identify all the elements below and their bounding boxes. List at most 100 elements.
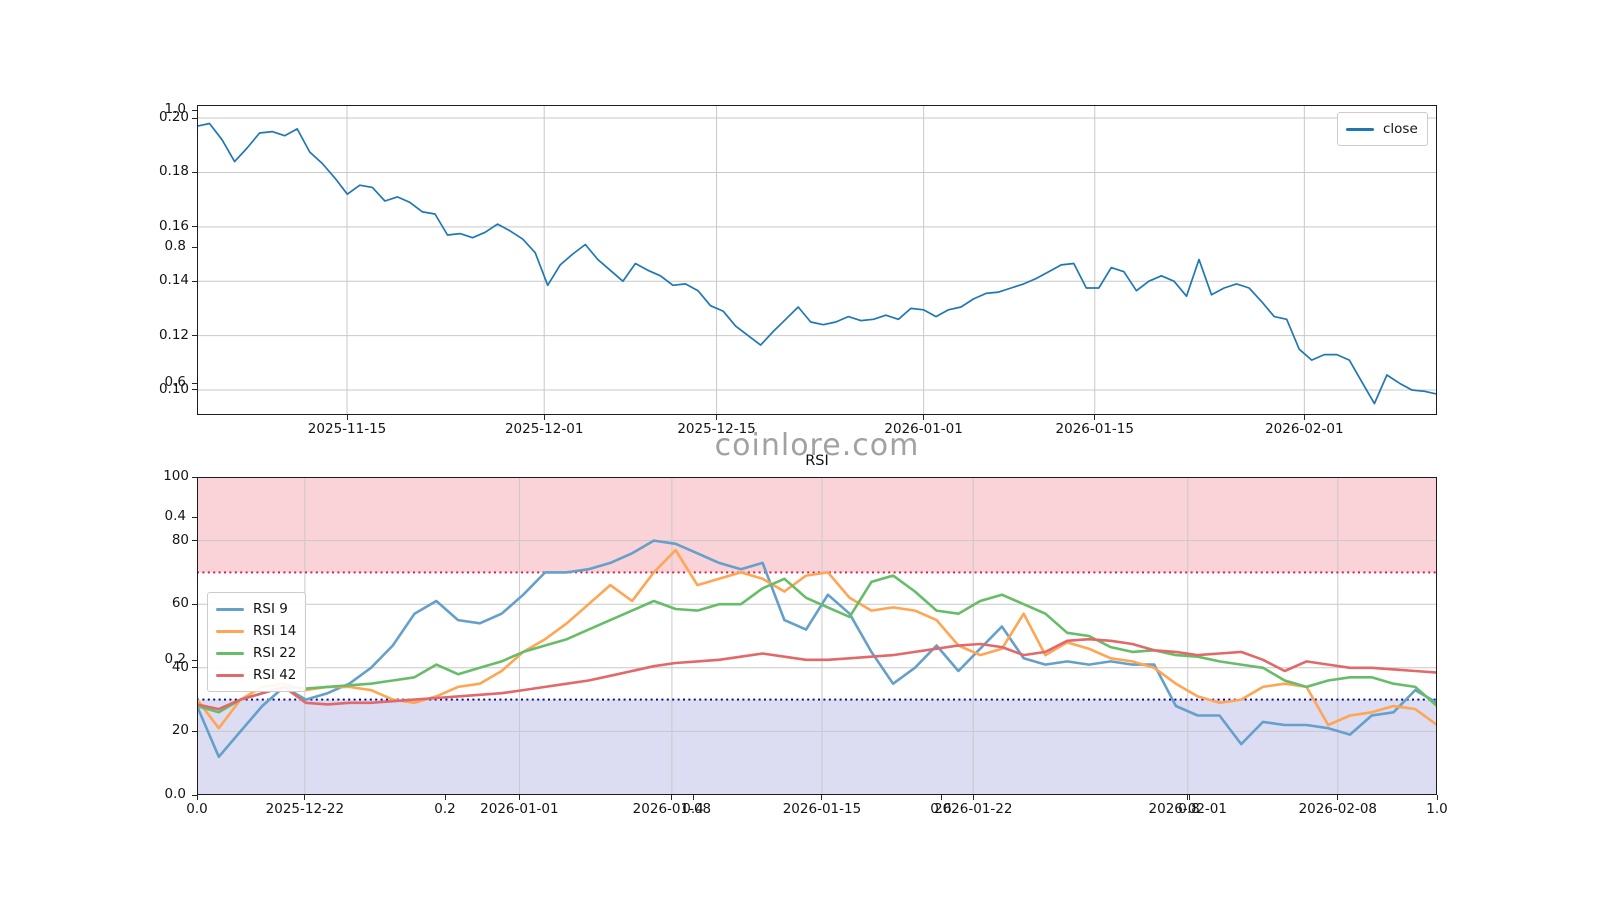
series-line-rsi-22 bbox=[197, 574, 1437, 714]
x-tick-mark bbox=[196, 795, 198, 800]
x-tick-mark bbox=[1094, 415, 1096, 420]
y-tick-mark bbox=[192, 382, 197, 384]
legend-label-close: close bbox=[1383, 121, 1418, 137]
x-tick-mark bbox=[940, 795, 942, 800]
x-tick-label: 2026-02-01 bbox=[1265, 421, 1344, 437]
x-tick-mark bbox=[1337, 795, 1339, 800]
y-tick-mark bbox=[192, 109, 197, 111]
y-tick-mark bbox=[192, 335, 197, 337]
x-tick-mark bbox=[972, 795, 974, 800]
legend-label-rsi-14: RSI 14 bbox=[253, 623, 297, 639]
close-line-sample-icon bbox=[1346, 127, 1374, 131]
x-tick-label: 0.8 bbox=[1178, 801, 1200, 817]
x-tick-mark bbox=[304, 795, 306, 800]
series-line-rsi-42 bbox=[197, 637, 1437, 711]
x-tick-label: 2026-01-01 bbox=[480, 801, 559, 817]
x-tick-label: 2026-01-08 bbox=[632, 801, 712, 817]
x-tick-mark bbox=[518, 795, 520, 800]
x-tick-label: 0.4 bbox=[682, 801, 704, 817]
twin-y-tick-label: 0.8 bbox=[164, 238, 186, 254]
x-tick-mark bbox=[543, 415, 545, 420]
legend-label-rsi-42: RSI 42 bbox=[253, 667, 297, 683]
overbought-band bbox=[197, 477, 1437, 573]
twin-y-tick-label: 0.2 bbox=[164, 651, 186, 667]
twin-y-tick-label: 0.4 bbox=[164, 508, 186, 524]
y-tick-mark bbox=[192, 280, 197, 282]
x-tick-mark bbox=[821, 795, 823, 800]
x-tick-label: 2025-12-01 bbox=[504, 421, 584, 437]
x-tick-label: 2025-12-22 bbox=[265, 801, 345, 817]
panel-border bbox=[197, 477, 1437, 795]
y-tick-label: 0.16 bbox=[158, 217, 189, 234]
y-tick-mark bbox=[192, 171, 197, 173]
y-tick-label: 0.18 bbox=[158, 163, 189, 180]
watermark: coinlore.com bbox=[714, 428, 920, 463]
x-tick-label: 2026-01-15 bbox=[1055, 421, 1134, 437]
rsi-9-line-sample-icon bbox=[216, 607, 244, 611]
rsi-22-line-sample-icon bbox=[216, 651, 244, 655]
rsi-panel-title: RSI bbox=[805, 453, 829, 469]
x-tick-label: 0.2 bbox=[434, 801, 456, 817]
y-tick-mark bbox=[192, 667, 197, 669]
x-tick-mark bbox=[1303, 415, 1305, 420]
twin-y-tick-label: 0.0 bbox=[164, 786, 186, 802]
series-line-rsi-9 bbox=[197, 539, 1437, 759]
price-chart-canvas bbox=[197, 105, 1437, 415]
y-tick-label: 40 bbox=[171, 658, 189, 675]
x-tick-label: 2026-02-08 bbox=[1298, 801, 1378, 817]
oversold-band bbox=[197, 699, 1437, 795]
series-line-close bbox=[197, 122, 1437, 405]
y-tick-mark bbox=[192, 730, 197, 732]
x-tick-label: 2026-01-01 bbox=[884, 421, 963, 437]
x-tick-mark bbox=[1436, 795, 1438, 800]
legend-item-rsi-42: RSI 42 bbox=[216, 664, 296, 686]
y-tick-label: 60 bbox=[171, 595, 189, 612]
y-tick-label: 0.14 bbox=[158, 272, 189, 289]
legend-rsi: RSI 9 RSI 14 RSI 22 RSI 42 bbox=[207, 592, 307, 692]
legend-item-rsi-22: RSI 22 bbox=[216, 642, 296, 664]
rsi-chart-canvas bbox=[197, 477, 1437, 795]
legend-item-rsi-9: RSI 9 bbox=[216, 598, 296, 620]
y-tick-label: 20 bbox=[171, 722, 189, 739]
y-tick-mark bbox=[192, 603, 197, 605]
y-tick-mark bbox=[192, 794, 197, 796]
y-tick-mark bbox=[192, 540, 197, 542]
y-tick-mark bbox=[192, 246, 197, 248]
x-tick-mark bbox=[923, 415, 925, 420]
x-tick-mark bbox=[671, 795, 673, 800]
x-tick-label: 2026-01-15 bbox=[782, 801, 862, 817]
x-tick-label: 1.0 bbox=[1426, 801, 1448, 817]
y-tick-label: 0.10 bbox=[158, 380, 189, 397]
legend-close: close bbox=[1337, 112, 1428, 146]
x-tick-label: 0.0 bbox=[186, 801, 208, 817]
rsi-14-line-sample-icon bbox=[216, 629, 244, 633]
x-tick-mark bbox=[346, 415, 348, 420]
twin-y-tick-label: 0.6 bbox=[164, 374, 186, 390]
x-tick-mark bbox=[716, 415, 718, 420]
y-tick-label: 80 bbox=[171, 531, 189, 548]
x-tick-label: 0.6 bbox=[930, 801, 952, 817]
y-tick-mark bbox=[192, 516, 197, 518]
twin-y-tick-label: 1.0 bbox=[164, 101, 186, 117]
x-tick-mark bbox=[444, 795, 446, 800]
y-tick-mark bbox=[192, 659, 197, 661]
y-tick-label: 0.12 bbox=[158, 326, 189, 343]
x-tick-label: 2026-02-01 bbox=[1148, 801, 1227, 817]
x-tick-label: 2025-11-15 bbox=[307, 421, 387, 437]
x-tick-mark bbox=[692, 795, 694, 800]
y-tick-mark bbox=[192, 389, 197, 391]
x-tick-label: 2025-12-15 bbox=[677, 421, 756, 437]
x-tick-label: 2026-01-22 bbox=[934, 801, 1013, 817]
panel-border bbox=[197, 105, 1437, 415]
y-tick-mark bbox=[192, 117, 197, 119]
y-tick-mark bbox=[192, 226, 197, 228]
rsi-42-line-sample-icon bbox=[216, 673, 244, 677]
y-tick-label: 100 bbox=[163, 468, 189, 484]
legend-item-close: close bbox=[1346, 118, 1418, 140]
x-tick-mark bbox=[1188, 795, 1190, 800]
y-tick-label: 0.20 bbox=[158, 109, 189, 126]
legend-label-rsi-22: RSI 22 bbox=[253, 645, 297, 661]
legend-label-rsi-9: RSI 9 bbox=[253, 601, 288, 617]
legend-item-rsi-14: RSI 14 bbox=[216, 620, 296, 642]
